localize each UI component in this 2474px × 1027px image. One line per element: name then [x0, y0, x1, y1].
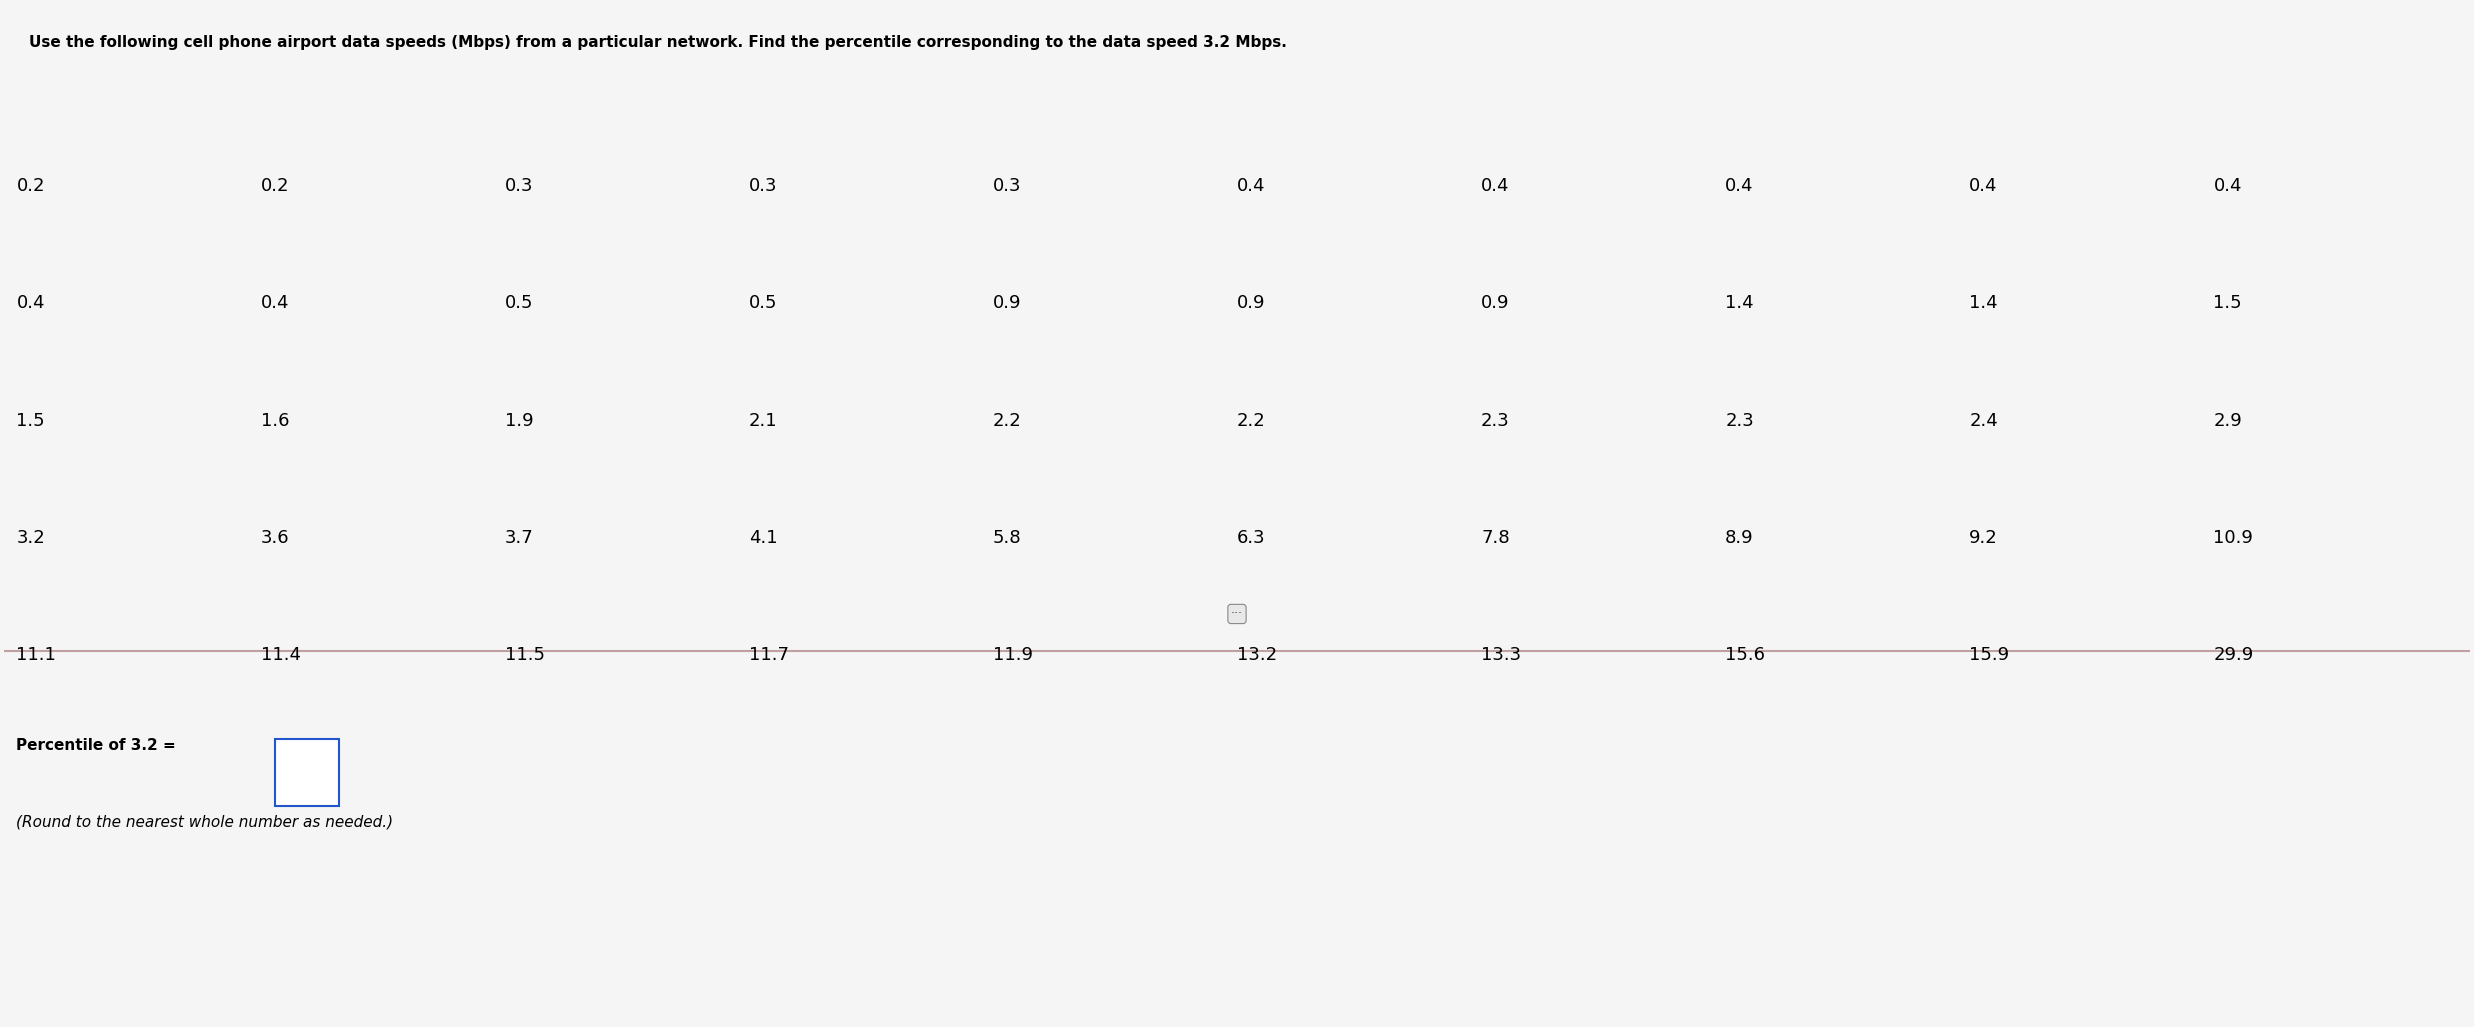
Text: 13.2: 13.2: [1237, 646, 1277, 663]
Text: 1.9: 1.9: [505, 412, 534, 429]
Text: 2.4: 2.4: [1969, 412, 1999, 429]
Text: 2.2: 2.2: [992, 412, 1022, 429]
Text: 2.3: 2.3: [1724, 412, 1754, 429]
Text: 13.3: 13.3: [1482, 646, 1522, 663]
Text: 11.9: 11.9: [992, 646, 1034, 663]
Text: 0.3: 0.3: [750, 178, 777, 195]
Text: 0.4: 0.4: [260, 295, 289, 312]
Text: 11.5: 11.5: [505, 646, 544, 663]
Text: 0.2: 0.2: [17, 178, 45, 195]
Text: 15.9: 15.9: [1969, 646, 2009, 663]
Text: 0.4: 0.4: [2214, 178, 2241, 195]
Text: 29.9: 29.9: [2214, 646, 2254, 663]
Text: 4.1: 4.1: [750, 529, 777, 546]
Text: 1.5: 1.5: [2214, 295, 2241, 312]
Text: 2.2: 2.2: [1237, 412, 1267, 429]
Text: 1.6: 1.6: [260, 412, 289, 429]
Text: 2.9: 2.9: [2214, 412, 2241, 429]
Text: 0.4: 0.4: [1482, 178, 1509, 195]
Text: 0.9: 0.9: [992, 295, 1022, 312]
Text: Use the following cell phone airport data speeds (Mbps) from a particular networ: Use the following cell phone airport dat…: [30, 35, 1286, 49]
Text: 0.9: 0.9: [1237, 295, 1267, 312]
Text: 3.2: 3.2: [17, 529, 45, 546]
Text: 11.4: 11.4: [260, 646, 302, 663]
Text: 0.2: 0.2: [260, 178, 289, 195]
Text: 0.5: 0.5: [505, 295, 534, 312]
FancyBboxPatch shape: [275, 738, 339, 806]
Text: 0.4: 0.4: [17, 295, 45, 312]
Text: 15.6: 15.6: [1724, 646, 1766, 663]
Text: 0.9: 0.9: [1482, 295, 1509, 312]
Text: 0.4: 0.4: [1724, 178, 1754, 195]
Text: 2.3: 2.3: [1482, 412, 1509, 429]
Text: 0.4: 0.4: [1237, 178, 1267, 195]
Text: 0.4: 0.4: [1969, 178, 1999, 195]
Text: 11.7: 11.7: [750, 646, 789, 663]
Text: 5.8: 5.8: [992, 529, 1022, 546]
Text: 9.2: 9.2: [1969, 529, 1999, 546]
Text: 0.3: 0.3: [505, 178, 534, 195]
Text: 11.1: 11.1: [17, 646, 57, 663]
Text: 0.3: 0.3: [992, 178, 1022, 195]
Text: 2.1: 2.1: [750, 412, 777, 429]
Text: 8.9: 8.9: [1724, 529, 1754, 546]
Text: 7.8: 7.8: [1482, 529, 1509, 546]
Text: Percentile of 3.2 =: Percentile of 3.2 =: [17, 737, 176, 753]
Text: 1.4: 1.4: [1724, 295, 1754, 312]
Text: 3.7: 3.7: [505, 529, 534, 546]
Text: 3.6: 3.6: [260, 529, 289, 546]
Text: 1.5: 1.5: [17, 412, 45, 429]
Text: ···: ···: [1232, 607, 1242, 620]
Text: 10.9: 10.9: [2214, 529, 2254, 546]
Text: (Round to the nearest whole number as needed.): (Round to the nearest whole number as ne…: [17, 814, 393, 829]
Text: 1.4: 1.4: [1969, 295, 1999, 312]
Text: 0.5: 0.5: [750, 295, 777, 312]
Text: 6.3: 6.3: [1237, 529, 1267, 546]
